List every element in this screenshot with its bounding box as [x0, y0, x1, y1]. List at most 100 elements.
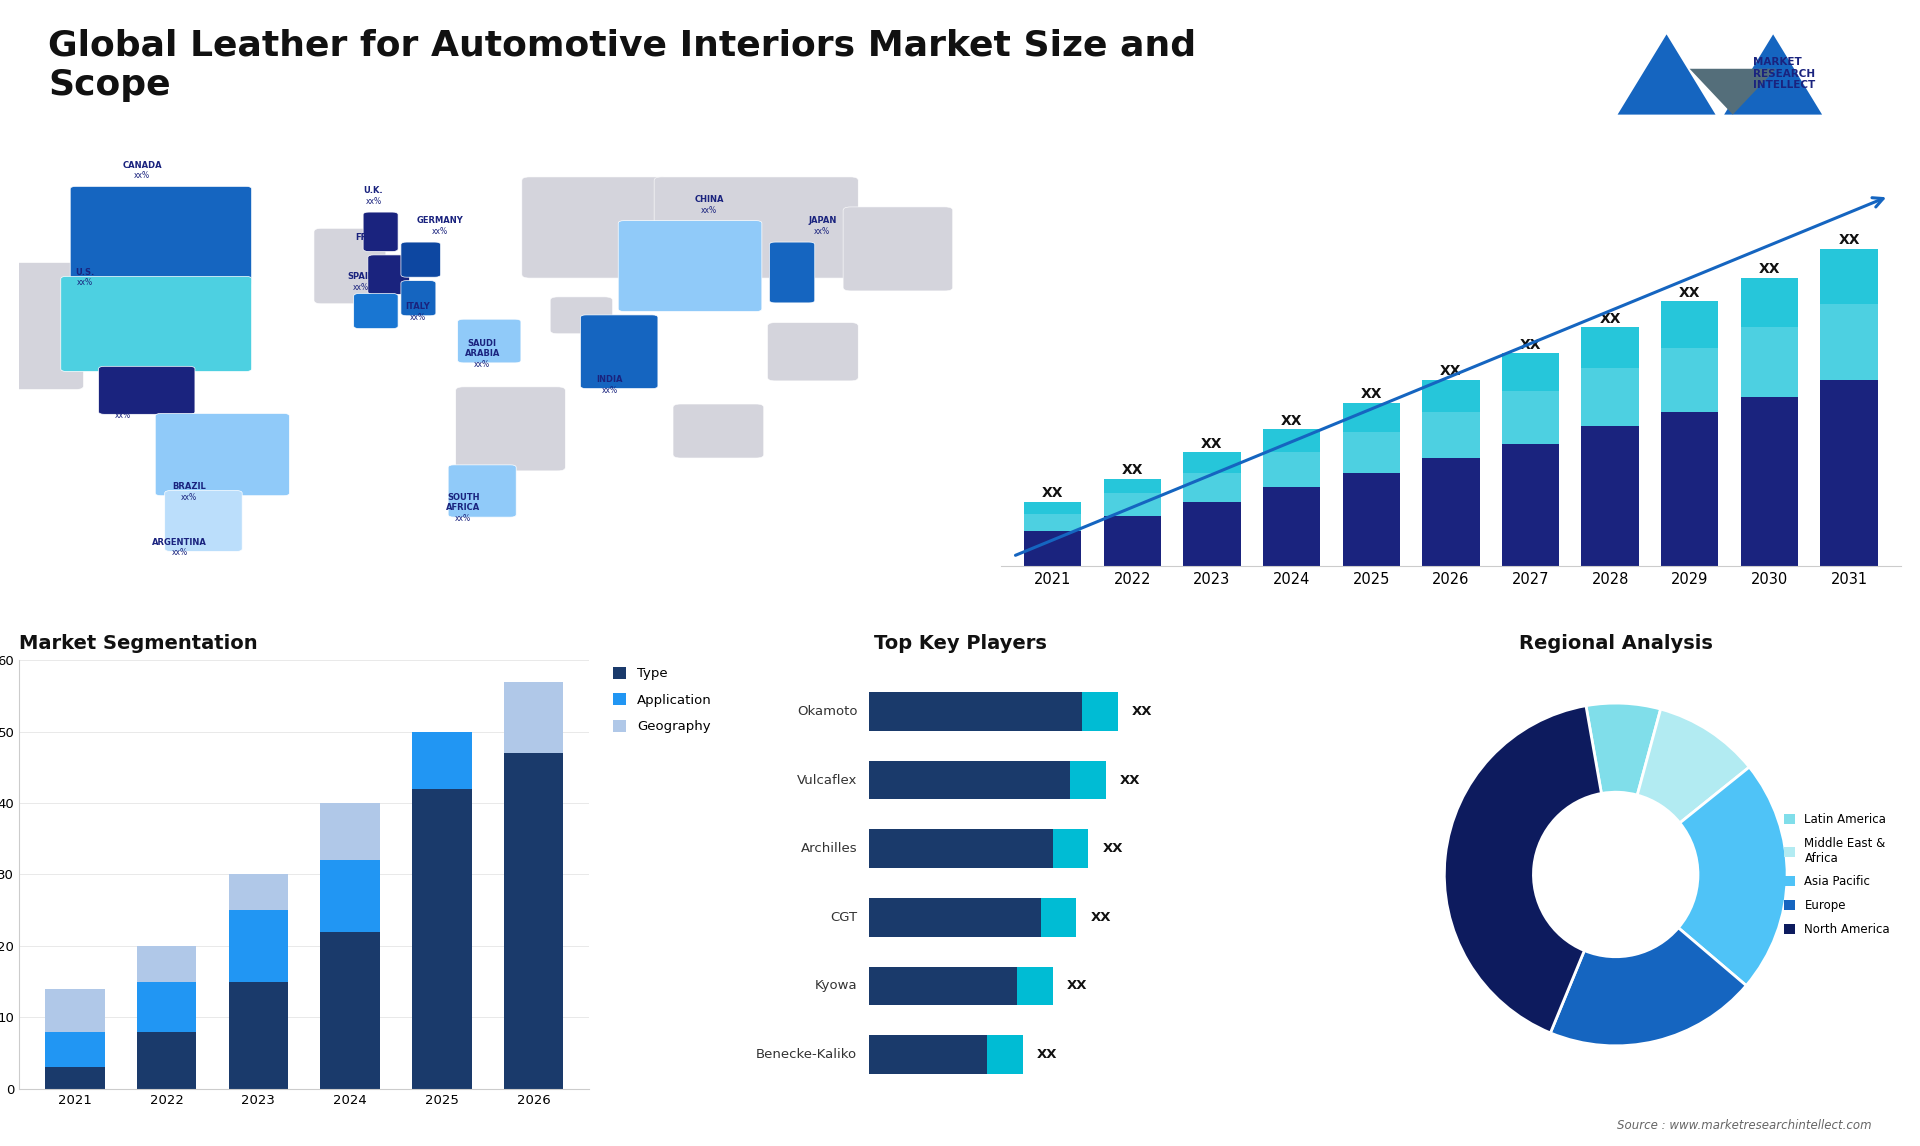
Text: XX: XX	[1091, 911, 1112, 924]
Bar	[1183, 502, 1240, 566]
Text: xx%: xx%	[115, 411, 131, 421]
Bar	[1263, 453, 1321, 487]
FancyBboxPatch shape	[868, 1035, 987, 1074]
Bar	[1741, 277, 1797, 328]
FancyBboxPatch shape	[457, 320, 520, 363]
Bar	[1423, 379, 1480, 411]
Text: XX: XX	[1043, 486, 1064, 501]
Bar	[228, 982, 288, 1089]
FancyBboxPatch shape	[618, 221, 762, 312]
Bar	[44, 1067, 106, 1089]
Text: XX: XX	[1119, 774, 1140, 786]
Title: Regional Analysis: Regional Analysis	[1519, 634, 1713, 653]
Bar	[321, 932, 380, 1089]
Text: ARGENTINA: ARGENTINA	[152, 537, 207, 547]
Text: xx%: xx%	[474, 360, 490, 369]
Text: xx%: xx%	[353, 283, 369, 292]
FancyBboxPatch shape	[1041, 898, 1077, 936]
Bar	[1582, 368, 1640, 426]
FancyBboxPatch shape	[987, 1035, 1023, 1074]
Bar	[228, 874, 288, 910]
Text: XX: XX	[1599, 312, 1620, 325]
Text: xx%: xx%	[365, 244, 382, 253]
FancyBboxPatch shape	[1052, 830, 1089, 868]
Text: XX: XX	[1121, 463, 1142, 477]
FancyBboxPatch shape	[655, 176, 858, 278]
Polygon shape	[1724, 34, 1822, 115]
Text: XX: XX	[1678, 285, 1701, 299]
Text: Global Leather for Automotive Interiors Market Size and
Scope: Global Leather for Automotive Interiors …	[48, 29, 1196, 102]
FancyBboxPatch shape	[401, 242, 440, 277]
Text: U.K.: U.K.	[363, 187, 384, 195]
Bar	[321, 803, 380, 861]
Text: CGT: CGT	[829, 911, 858, 924]
Bar	[1582, 426, 1640, 566]
Bar	[1501, 353, 1559, 391]
Bar	[413, 788, 472, 1089]
Legend: Type, Application, Geography: Type, Application, Geography	[612, 667, 712, 733]
Text: xx%: xx%	[814, 227, 829, 236]
FancyBboxPatch shape	[369, 254, 409, 295]
Bar	[1741, 328, 1797, 398]
Text: JAPAN: JAPAN	[808, 217, 837, 226]
Bar	[1661, 301, 1718, 347]
FancyBboxPatch shape	[61, 276, 252, 371]
FancyBboxPatch shape	[447, 465, 516, 517]
FancyBboxPatch shape	[455, 387, 564, 471]
Text: Market Segmentation: Market Segmentation	[19, 634, 257, 653]
Wedge shape	[1549, 928, 1745, 1046]
Bar	[1820, 249, 1878, 304]
FancyBboxPatch shape	[353, 293, 397, 329]
Text: XX: XX	[1837, 233, 1860, 248]
Bar	[1342, 473, 1400, 566]
Text: xx%: xx%	[77, 278, 94, 288]
FancyBboxPatch shape	[1018, 966, 1052, 1005]
Bar	[228, 910, 288, 982]
Bar	[1023, 502, 1081, 513]
FancyBboxPatch shape	[156, 414, 290, 496]
Text: xx%: xx%	[701, 205, 716, 214]
Text: xx%: xx%	[171, 549, 188, 557]
FancyBboxPatch shape	[868, 898, 1041, 936]
Bar	[1661, 411, 1718, 566]
Text: U.S.: U.S.	[75, 268, 94, 277]
Bar	[44, 989, 106, 1031]
Wedge shape	[1444, 706, 1601, 1033]
Text: XX: XX	[1440, 364, 1461, 378]
FancyBboxPatch shape	[843, 207, 952, 291]
Bar	[136, 1031, 196, 1089]
Text: Archilles: Archilles	[801, 842, 858, 855]
FancyBboxPatch shape	[868, 692, 1083, 731]
Bar	[1820, 304, 1878, 379]
Text: xx%: xx%	[365, 197, 382, 206]
Text: Benecke-Kaliko: Benecke-Kaliko	[756, 1047, 858, 1061]
Bar	[1501, 444, 1559, 566]
Text: Okamoto: Okamoto	[797, 705, 858, 719]
Text: GERMANY: GERMANY	[417, 217, 463, 226]
Wedge shape	[1586, 704, 1661, 795]
FancyBboxPatch shape	[401, 281, 436, 316]
FancyBboxPatch shape	[868, 830, 1052, 868]
Text: xx%: xx%	[455, 515, 470, 523]
Title: Top Key Players: Top Key Players	[874, 634, 1046, 653]
Bar	[136, 945, 196, 982]
FancyBboxPatch shape	[768, 323, 858, 380]
Text: XX: XX	[1281, 414, 1302, 427]
Text: SOUTH
AFRICA: SOUTH AFRICA	[445, 493, 480, 512]
Text: XX: XX	[1037, 1047, 1058, 1061]
Text: BRAZIL: BRAZIL	[173, 482, 205, 490]
Text: MEXICO: MEXICO	[106, 401, 142, 409]
Bar	[1263, 429, 1321, 453]
Legend: Latin America, Middle East &
Africa, Asia Pacific, Europe, North America: Latin America, Middle East & Africa, Asi…	[1784, 814, 1889, 936]
Bar	[1423, 411, 1480, 458]
Bar	[1342, 403, 1400, 432]
Wedge shape	[1678, 767, 1788, 986]
Bar	[1104, 493, 1162, 517]
Bar	[1263, 487, 1321, 566]
FancyBboxPatch shape	[1083, 692, 1117, 731]
Text: xx%: xx%	[432, 227, 447, 236]
Bar	[1183, 453, 1240, 473]
Bar	[503, 753, 563, 1089]
Text: XX: XX	[1361, 387, 1382, 401]
FancyBboxPatch shape	[522, 176, 670, 278]
